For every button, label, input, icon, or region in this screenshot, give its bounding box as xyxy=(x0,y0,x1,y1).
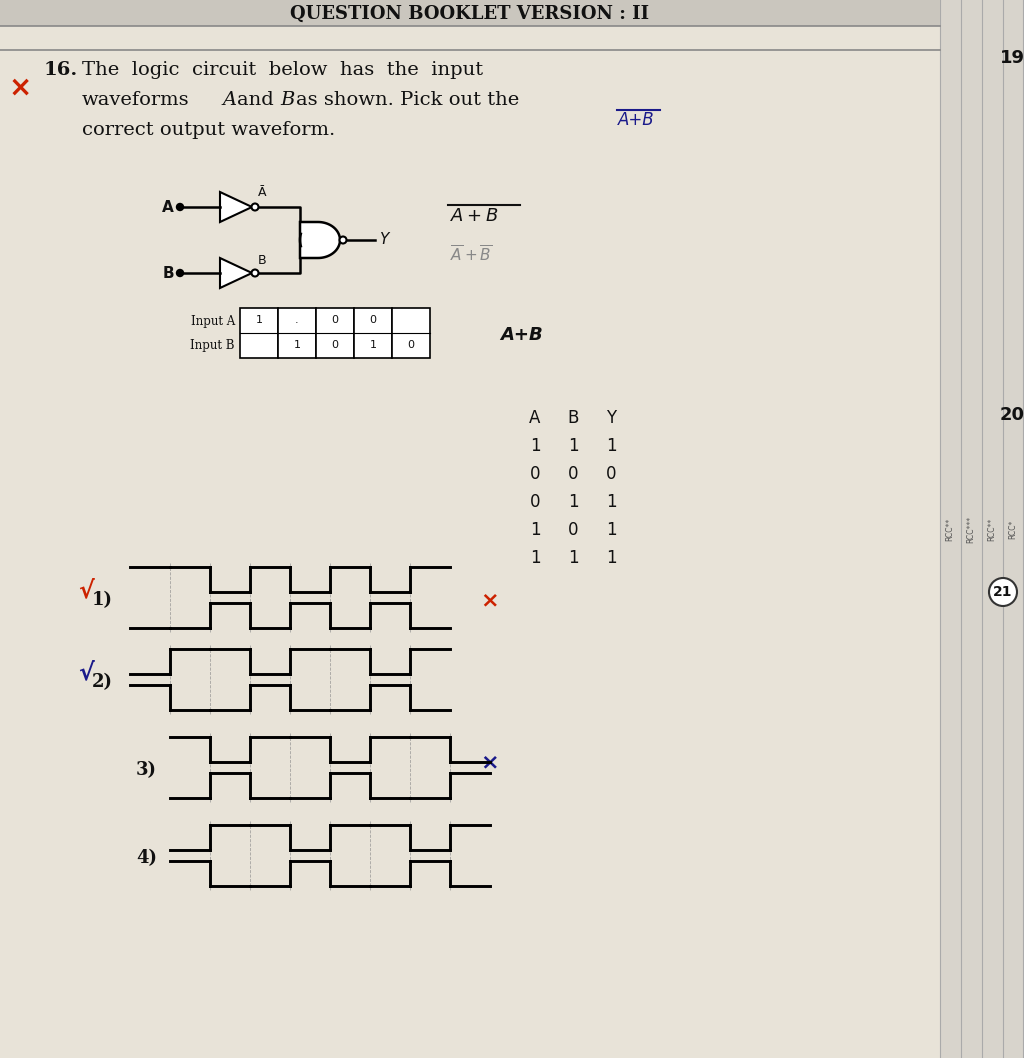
Bar xyxy=(240,308,278,358)
Bar xyxy=(392,308,430,358)
Text: B̄: B̄ xyxy=(258,254,266,267)
Text: 1: 1 xyxy=(605,521,616,539)
Text: A: A xyxy=(529,409,541,427)
Circle shape xyxy=(252,203,258,211)
Text: Y: Y xyxy=(379,233,388,248)
Text: B: B xyxy=(163,266,174,280)
Text: ×: × xyxy=(480,752,500,772)
Text: Y: Y xyxy=(606,409,616,427)
Text: 1: 1 xyxy=(567,437,579,455)
Text: ×: × xyxy=(480,590,500,610)
Text: 1: 1 xyxy=(605,437,616,455)
Text: A+B: A+B xyxy=(500,326,543,344)
Text: RCC*: RCC* xyxy=(1009,519,1018,539)
Text: Ā: Ā xyxy=(258,185,266,199)
Text: 19: 19 xyxy=(999,49,1024,67)
Text: 1: 1 xyxy=(567,549,579,567)
Circle shape xyxy=(340,237,346,243)
Text: 2): 2) xyxy=(92,673,113,691)
Text: 21: 21 xyxy=(993,585,1013,599)
Text: 0: 0 xyxy=(606,466,616,484)
Text: A+B: A+B xyxy=(618,111,654,129)
Text: correct output waveform.: correct output waveform. xyxy=(82,121,335,139)
Polygon shape xyxy=(300,222,340,258)
Text: √: √ xyxy=(78,660,94,685)
Text: .: . xyxy=(295,315,299,325)
Text: as shown. Pick out the: as shown. Pick out the xyxy=(296,91,519,109)
Text: $\overline{A}+\overline{B}$: $\overline{A}+\overline{B}$ xyxy=(450,245,493,266)
Text: 0: 0 xyxy=(567,466,579,484)
Text: A: A xyxy=(222,91,237,109)
Text: 16.: 16. xyxy=(44,61,78,79)
Bar xyxy=(354,308,392,358)
Text: $\overline{A}+\overline{B}$: $\overline{A}+\overline{B}$ xyxy=(450,204,500,225)
Bar xyxy=(940,0,1024,1058)
Text: 20: 20 xyxy=(999,406,1024,424)
Text: 0: 0 xyxy=(408,340,415,350)
Text: 1: 1 xyxy=(529,549,541,567)
Text: 1: 1 xyxy=(256,315,262,325)
Text: 0: 0 xyxy=(370,315,377,325)
Text: B: B xyxy=(567,409,579,427)
Bar xyxy=(0,0,940,26)
Text: 1: 1 xyxy=(529,437,541,455)
Polygon shape xyxy=(220,191,252,222)
Text: 0: 0 xyxy=(529,466,541,484)
Text: 1: 1 xyxy=(529,521,541,539)
Text: 1: 1 xyxy=(567,493,579,511)
Text: 0: 0 xyxy=(332,315,339,325)
Text: 0: 0 xyxy=(529,493,541,511)
Bar xyxy=(278,308,316,358)
Text: 1: 1 xyxy=(294,340,300,350)
Text: 1: 1 xyxy=(605,493,616,511)
Text: 1: 1 xyxy=(370,340,377,350)
Text: QUESTION BOOKLET VERSION : II: QUESTION BOOKLET VERSION : II xyxy=(291,5,649,23)
Circle shape xyxy=(176,270,183,276)
Text: ×: × xyxy=(8,74,32,102)
Text: 1): 1) xyxy=(92,591,113,609)
Text: RCC**: RCC** xyxy=(945,517,954,541)
Polygon shape xyxy=(220,258,252,288)
Text: 1: 1 xyxy=(605,549,616,567)
Text: Input A: Input A xyxy=(190,314,234,328)
Circle shape xyxy=(176,203,183,211)
Text: B: B xyxy=(280,91,294,109)
Circle shape xyxy=(989,578,1017,606)
Text: waveforms: waveforms xyxy=(82,91,189,109)
Text: RCC***: RCC*** xyxy=(967,515,976,543)
Text: RCC**: RCC** xyxy=(987,517,996,541)
Text: The  logic  circuit  below  has  the  input: The logic circuit below has the input xyxy=(82,61,483,79)
Text: 3): 3) xyxy=(136,761,157,779)
Text: 0: 0 xyxy=(567,521,579,539)
Text: √: √ xyxy=(78,578,94,602)
Text: 0: 0 xyxy=(332,340,339,350)
Bar xyxy=(316,308,354,358)
Circle shape xyxy=(252,270,258,276)
Text: and: and xyxy=(237,91,273,109)
Text: 4): 4) xyxy=(136,849,157,867)
Text: A: A xyxy=(162,200,174,215)
Text: Input B: Input B xyxy=(190,339,234,351)
